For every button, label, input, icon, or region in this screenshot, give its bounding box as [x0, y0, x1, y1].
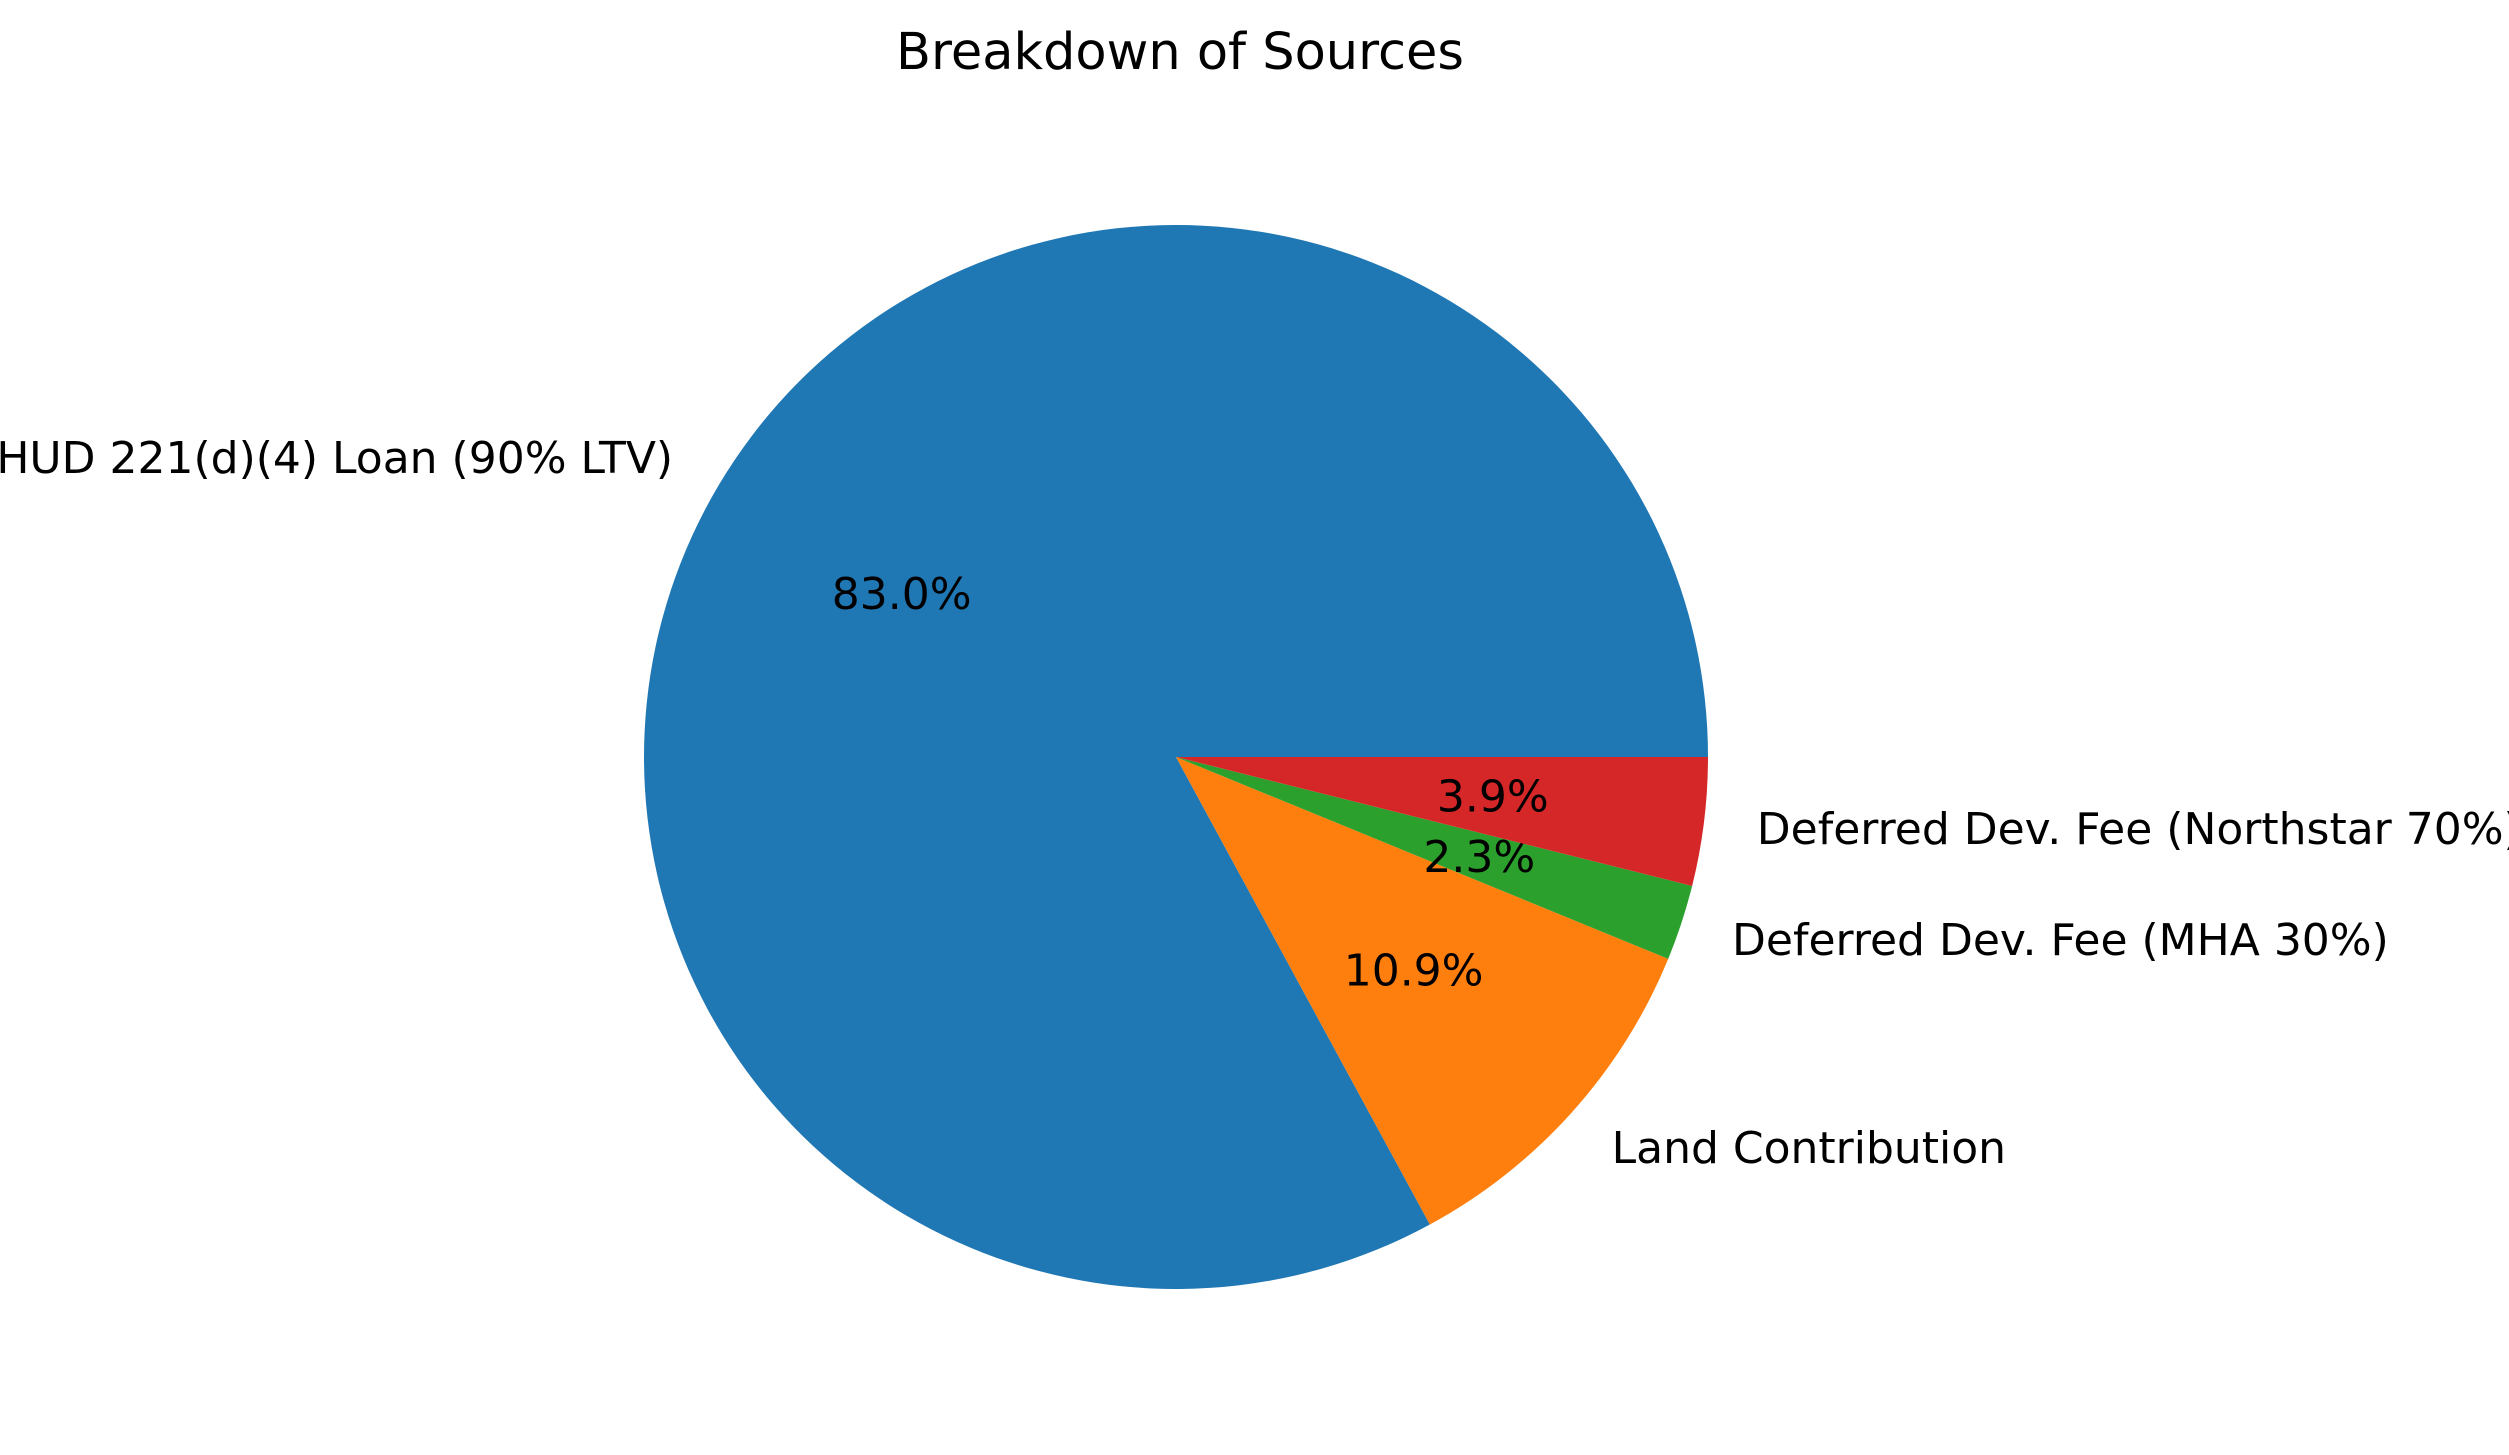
pie-category-label-deferred-dev-fee-northstar-70: Deferred Dev. Fee (Northstar 70%) [1757, 804, 2509, 855]
chart-title: Breakdown of Sources [896, 23, 1464, 82]
pie-pct-label-hud-221-d-4-loan-90-ltv: 83.0% [832, 569, 972, 620]
pie-slice-land-contribution [1176, 757, 1669, 1225]
pie-slice-deferred-dev-fee-mha-30 [1176, 757, 1693, 959]
pie-category-label-land-contribution: Land Contribution [1612, 1123, 2006, 1174]
pie-slice-deferred-dev-fee-northstar-70 [1176, 757, 1708, 886]
pie-pct-label-land-contribution: 10.9% [1344, 946, 1484, 997]
pie-category-label-hud-221-d-4-loan-90-ltv: HUD 221(d)(4) Loan (90% LTV) [0, 433, 673, 484]
pie-pct-label-deferred-dev-fee-northstar-70: 3.9% [1437, 771, 1549, 822]
pie-slice-hud-221-d-4-loan-90-ltv [644, 224, 1708, 1289]
pie-category-label-deferred-dev-fee-mha-30: Deferred Dev. Fee (MHA 30%) [1732, 915, 2389, 966]
